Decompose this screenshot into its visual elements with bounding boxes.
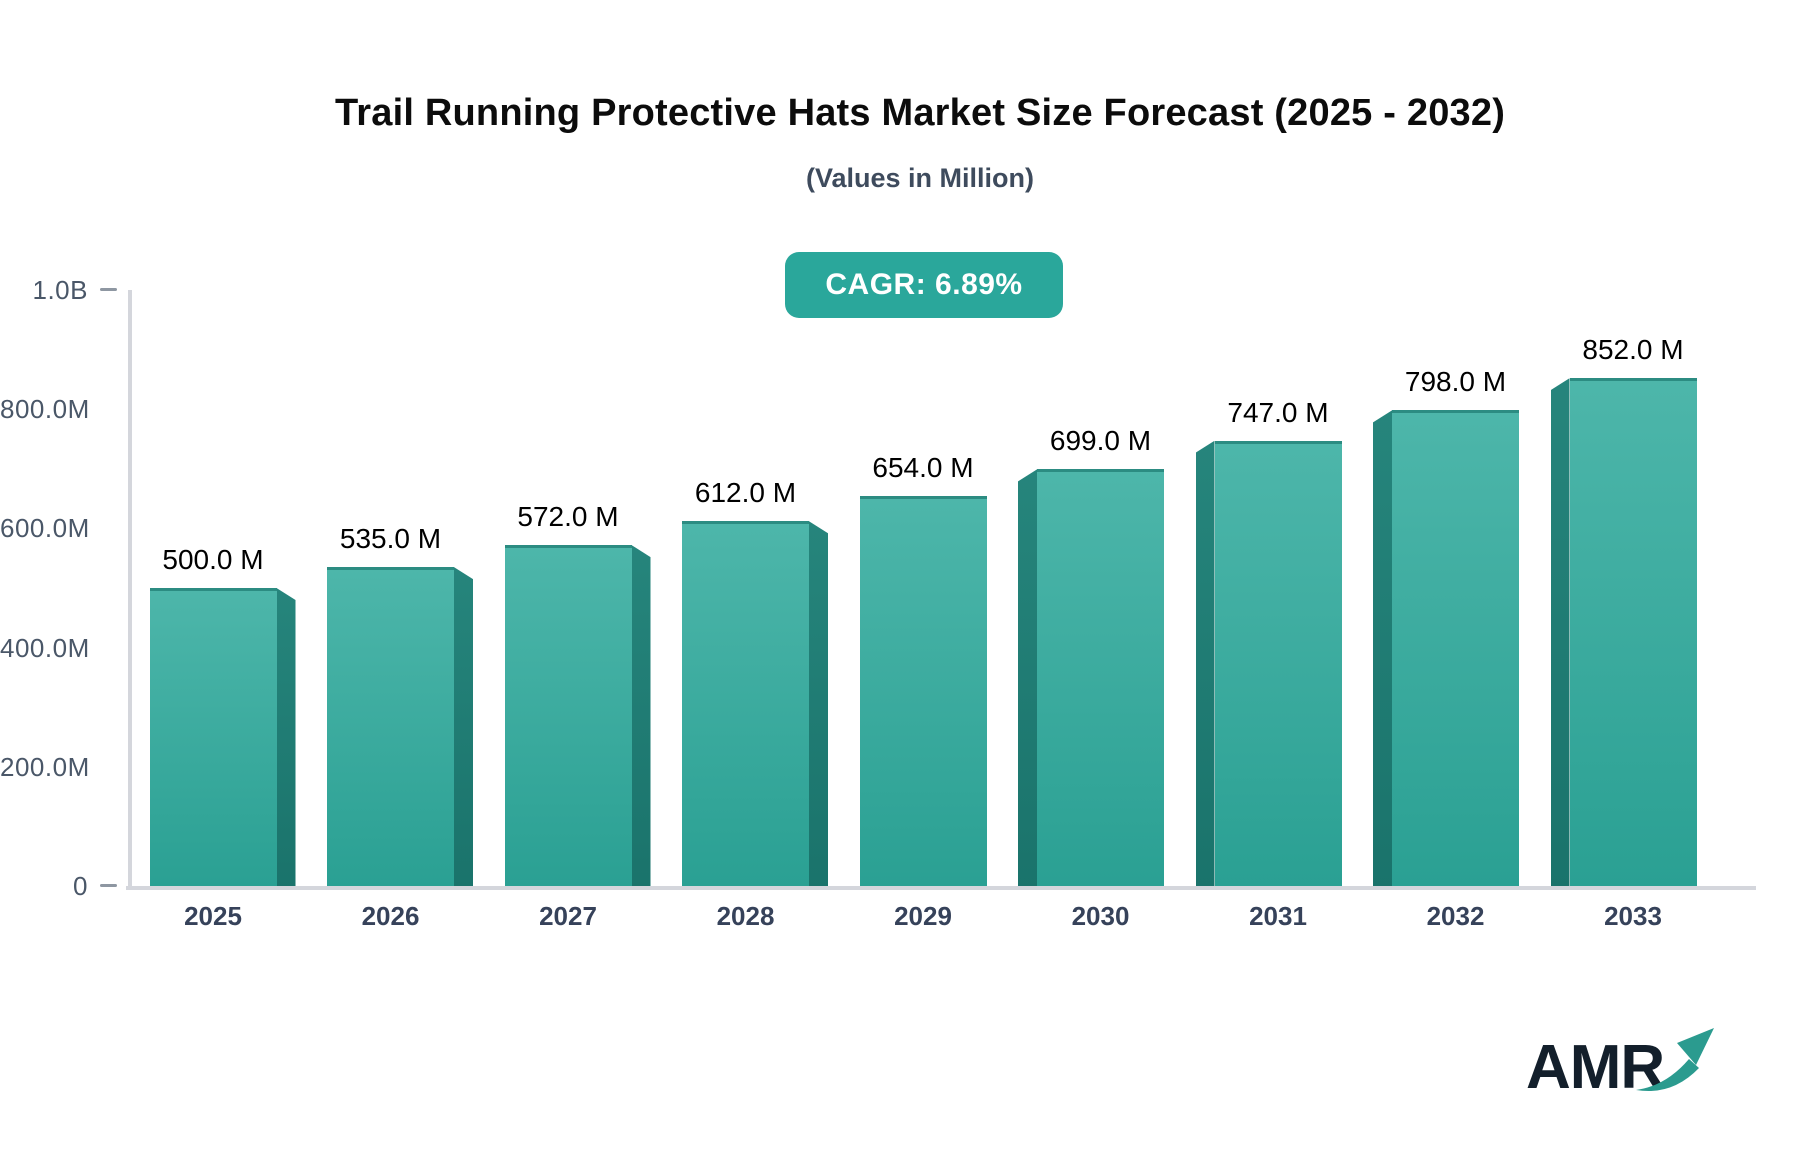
bar-side-face bbox=[1018, 469, 1037, 890]
bar-value-label: 612.0 M bbox=[694, 477, 797, 509]
y-axis-tick bbox=[100, 884, 117, 887]
bar-side-face bbox=[1195, 440, 1215, 890]
bar-2031 bbox=[1214, 440, 1342, 888]
x-axis-label: 2033 bbox=[1604, 901, 1662, 931]
chart-title: Trail Running Protective Hats Market Siz… bbox=[334, 92, 1506, 134]
bar-side-face bbox=[809, 521, 828, 890]
y-axis-label: 600.0M bbox=[0, 513, 90, 544]
y-axis-label: 0 bbox=[73, 871, 88, 901]
bar-2025 bbox=[149, 588, 277, 888]
x-axis-line bbox=[126, 886, 1756, 890]
x-axis-label: 2025 bbox=[184, 901, 242, 931]
cagr-badge: CAGR: 6.89% bbox=[785, 252, 1063, 318]
chart-subtitle: (Values in Million) bbox=[805, 163, 1035, 193]
x-axis-label: 2027 bbox=[539, 901, 597, 931]
bar-2027 bbox=[504, 545, 632, 888]
bar-2029 bbox=[859, 496, 987, 888]
bar-2033 bbox=[1569, 378, 1697, 888]
bar-value-label: 654.0 M bbox=[872, 452, 974, 484]
bar-side-face bbox=[1373, 410, 1392, 890]
x-axis-label: 2030 bbox=[1071, 901, 1130, 931]
x-axis-label: 2028 bbox=[716, 901, 775, 931]
bar-value-label: 572.0 M bbox=[517, 501, 619, 533]
cagr-badge-label: CAGR: 6.89% bbox=[825, 268, 1023, 301]
x-axis-label: 2031 bbox=[1249, 901, 1307, 931]
bar-side-face bbox=[1550, 378, 1570, 890]
y-axis-tick bbox=[100, 288, 117, 291]
y-axis-label: 400.0M bbox=[0, 632, 90, 663]
bar-2030 bbox=[1037, 469, 1164, 888]
bar-side-face bbox=[454, 567, 473, 890]
bar-value-label: 852.0 M bbox=[1582, 334, 1684, 366]
bar-side-face bbox=[631, 545, 651, 890]
y-axis-line bbox=[128, 290, 132, 890]
bar-value-label: 699.0 M bbox=[1049, 425, 1152, 457]
bar-value-label: 535.0 M bbox=[339, 523, 442, 555]
y-axis-label: 1.0B bbox=[32, 275, 88, 305]
growth-arrow-icon bbox=[1636, 1028, 1714, 1092]
bar-value-label: 747.0 M bbox=[1227, 396, 1329, 428]
bar-side-face bbox=[276, 588, 296, 890]
bar-2028 bbox=[682, 521, 809, 888]
bar-value-label: 500.0 M bbox=[162, 544, 264, 575]
x-axis-label: 2026 bbox=[361, 901, 420, 931]
x-axis-label: 2032 bbox=[1426, 901, 1485, 931]
bar-2032 bbox=[1392, 410, 1519, 888]
x-axis-label: 2029 bbox=[894, 901, 952, 931]
bar-value-label: 798.0 M bbox=[1404, 366, 1507, 398]
amr-logo: AMR bbox=[1520, 1018, 1740, 1108]
y-axis-label: 200.0M bbox=[0, 751, 90, 782]
y-axis-label: 800.0M bbox=[0, 394, 90, 425]
bar-2026 bbox=[327, 567, 454, 888]
